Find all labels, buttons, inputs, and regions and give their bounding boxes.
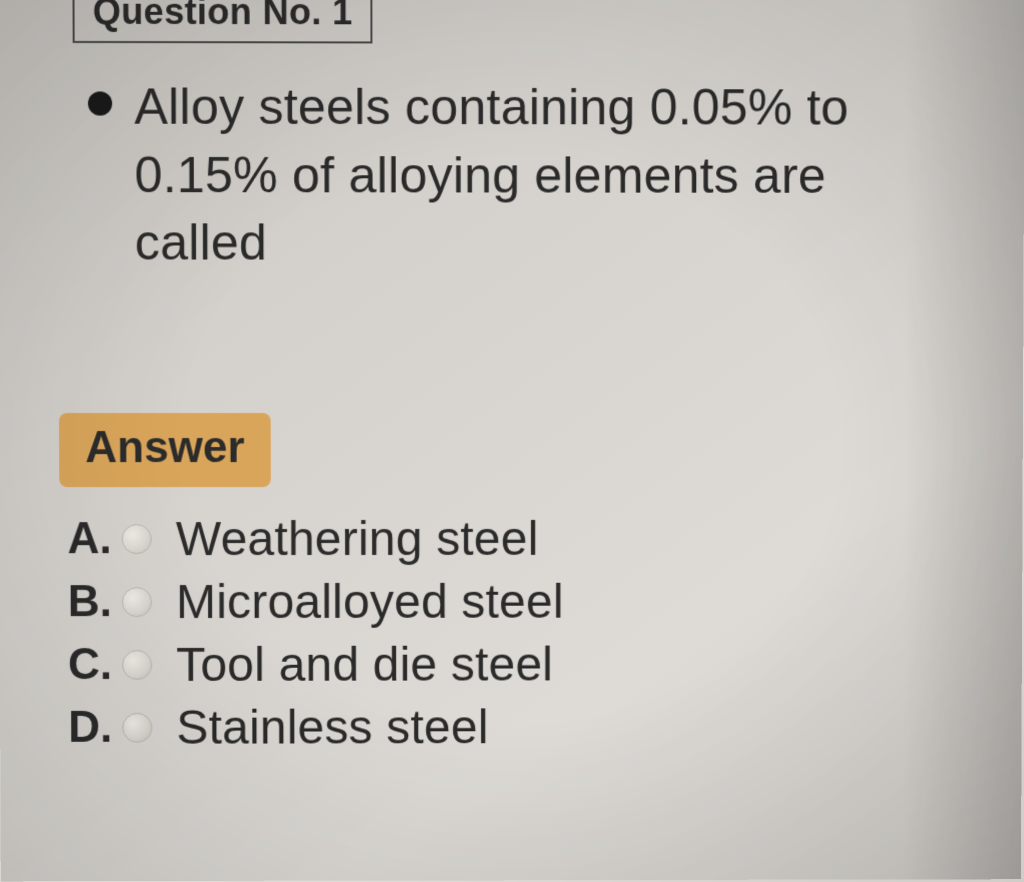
option-c[interactable]: C. Tool and die steel [68,637,987,693]
radio-icon[interactable] [122,650,152,680]
option-letter: B. [68,577,112,627]
options-list: A. Weathering steel B. Microalloyed stee… [59,511,987,755]
option-text: Weathering steel [176,511,539,566]
question-number-text: Question No. 1 [93,0,353,32]
option-b[interactable]: B. Microalloyed steel [68,574,988,630]
radio-icon[interactable] [122,524,152,554]
option-letter: A. [67,514,111,564]
option-letter: C. [68,640,112,690]
answer-section: Answer A. Weathering steel B. Microalloy… [34,412,988,755]
option-a[interactable]: A. Weathering steel [67,511,987,566]
option-d[interactable]: D. Stainless steel [68,699,987,755]
answer-badge: Answer [59,413,271,487]
option-text: Tool and die steel [176,637,553,692]
question-row: Alloy steels containing 0.05% to 0.15% o… [88,73,970,277]
radio-icon[interactable] [122,713,152,743]
quiz-page: Question No. 1 Alloy steels containing 0… [0,0,1024,790]
option-letter: D. [68,703,112,753]
question-number-badge: Question No. 1 [72,0,372,43]
question-body: Alloy steels containing 0.05% to 0.15% o… [32,73,989,277]
radio-icon[interactable] [122,587,152,617]
question-text: Alloy steels containing 0.05% to 0.15% o… [134,73,969,277]
option-text: Stainless steel [176,700,488,755]
answer-badge-label: Answer [85,423,245,472]
option-text: Microalloyed steel [176,574,564,629]
bullet-icon [88,91,112,115]
